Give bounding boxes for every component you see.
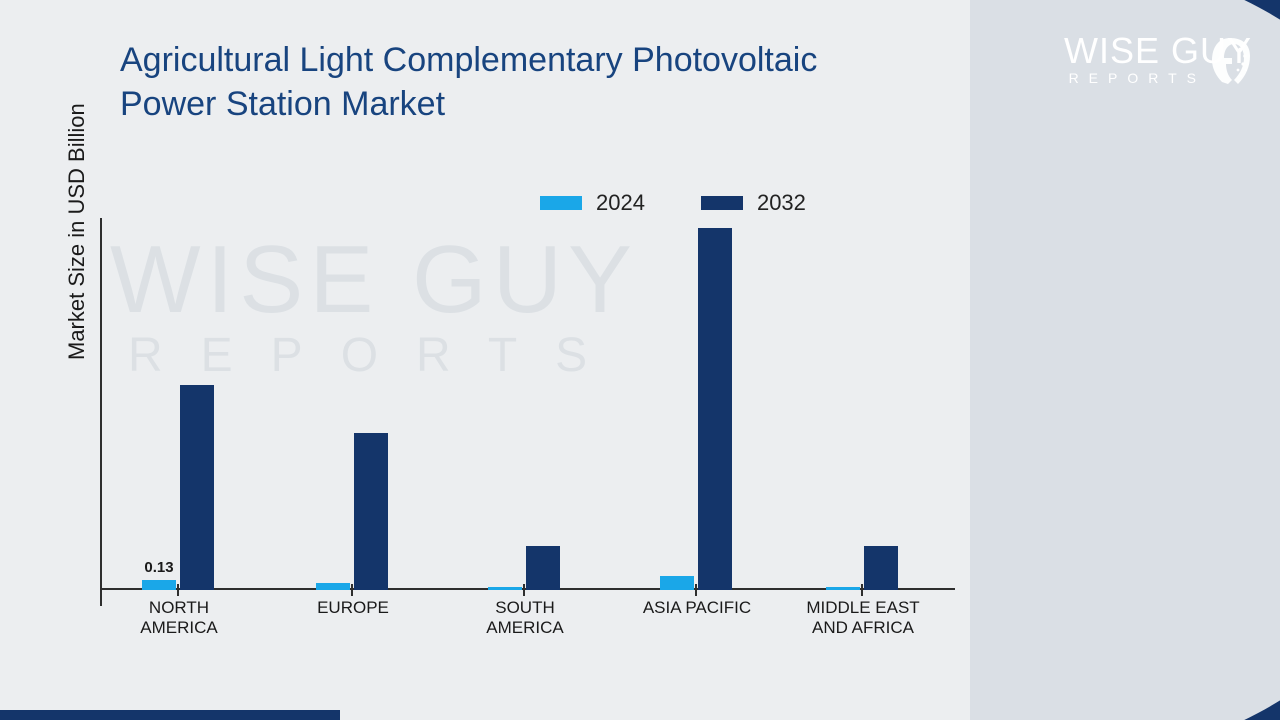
plot-area: 0.13NORTH AMERICAEUROPESOUTH AMERICAASIA… xyxy=(100,220,930,590)
category-label: NORTH AMERICA xyxy=(114,598,244,639)
bar xyxy=(864,546,898,590)
category-label: ASIA PACIFIC xyxy=(632,598,762,618)
bar xyxy=(826,587,860,590)
category-label: MIDDLE EAST AND AFRICA xyxy=(798,598,928,639)
legend: 2024 2032 xyxy=(540,190,806,216)
legend-swatch xyxy=(540,196,582,210)
bar xyxy=(488,587,522,590)
bar xyxy=(526,546,560,590)
x-tick xyxy=(695,584,697,596)
x-tick xyxy=(177,584,179,596)
y-axis-label: Market Size in USD Billion xyxy=(64,103,90,360)
legend-item: 2024 xyxy=(540,190,645,216)
category-label: EUROPE xyxy=(288,598,418,618)
bar xyxy=(316,583,350,590)
x-tick xyxy=(523,584,525,596)
category-label: SOUTH AMERICA xyxy=(460,598,590,639)
x-tick xyxy=(351,584,353,596)
head-dots-icon xyxy=(1208,36,1252,86)
chart-title: Agricultural Light Complementary Photovo… xyxy=(120,38,850,126)
bar xyxy=(180,385,214,590)
x-tick xyxy=(861,584,863,596)
chart-canvas: WISE GUY REPORTS WISE GUY REPORTS Agricu… xyxy=(0,0,1280,720)
y-axis-line xyxy=(100,218,102,607)
legend-label: 2024 xyxy=(596,190,645,216)
brand-band xyxy=(970,0,1280,720)
bar xyxy=(698,228,732,590)
brand-sub: REPORTS xyxy=(992,70,1206,86)
legend-swatch xyxy=(701,196,743,210)
bar xyxy=(354,433,388,590)
brand-logo: WISE GUY REPORTS xyxy=(992,30,1252,86)
bar: 0.13 xyxy=(142,580,176,590)
legend-label: 2032 xyxy=(757,190,806,216)
bar xyxy=(660,576,694,590)
legend-item: 2032 xyxy=(701,190,806,216)
footer-accent-bar xyxy=(0,710,340,720)
